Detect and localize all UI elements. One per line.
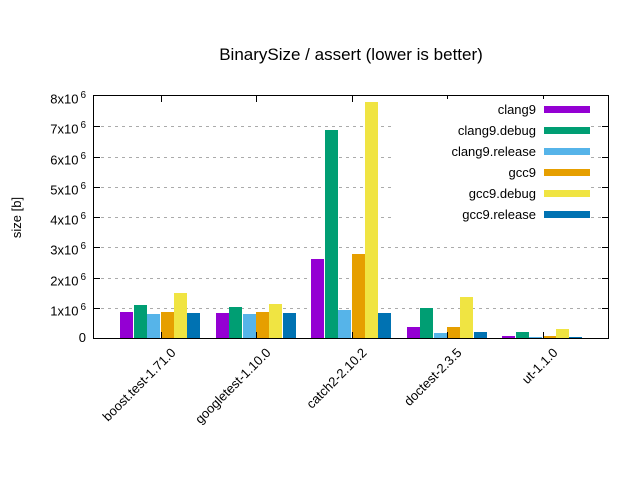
- y-tick-label: 3x10 6: [50, 241, 86, 258]
- legend-swatch-clang9.debug: [544, 127, 590, 134]
- bar-clang9.debug-doctest-2.3.5: [420, 307, 434, 338]
- bar-gcc9-doctest-2.3.5: [447, 327, 460, 338]
- legend-label: clang9.debug: [457, 123, 536, 138]
- y-tick-left: [94, 277, 100, 279]
- y-tick-label: 5x10 6: [50, 180, 86, 198]
- legend-item-clang9.release: clang9.release: [394, 141, 590, 162]
- legend-swatch-gcc9.debug: [544, 190, 590, 197]
- gridline-6: [94, 156, 608, 158]
- y-tick-right: [602, 156, 608, 158]
- bar-clang9-catch2-2.10.2: [311, 259, 325, 338]
- y-tick-label: 1x10 6: [50, 301, 86, 319]
- gridline-7: [94, 126, 608, 128]
- bar-gcc9.release-boost.test-1.71.0: [187, 313, 201, 338]
- plot-area: 0 1x10 6 2x10 6 3x10 6 4x10 6 5x10 6 6x10 6 7x10 6 8x10…: [50, 90, 609, 427]
- x-tick-bottom: [256, 332, 257, 338]
- legend-item-clang9.debug: clang9.debug: [394, 120, 590, 141]
- bar-clang9.release-boost.test-1.71.0: [147, 314, 161, 338]
- legend-label: gcc9.release: [462, 207, 536, 222]
- x-tick-label-ut-1.1.0: ut-1.1.0: [518, 345, 561, 387]
- bar-gcc9-boost.test-1.71.0: [160, 312, 174, 338]
- gridline-1: [94, 307, 608, 309]
- bar-clang9.debug-catch2-2.10.2: [324, 129, 338, 338]
- y-tick-label: 8x10 6: [50, 90, 86, 107]
- y-tick-left: [94, 247, 100, 249]
- y-tick-left: [94, 156, 100, 158]
- y-tick-right: [602, 277, 608, 279]
- gridline-4: [94, 217, 608, 218]
- legend-item-clang9: clang9: [394, 99, 590, 120]
- bar-gcc9.debug-doctest-2.3.5: [460, 297, 474, 338]
- x-tick-top: [160, 96, 162, 102]
- legend-swatch-gcc9: [544, 169, 590, 176]
- legend-label: gcc9.debug: [468, 186, 536, 201]
- y-tick-right: [602, 186, 608, 188]
- bar-gcc9-catch2-2.10.2: [351, 253, 365, 338]
- bar-gcc9.release-doctest-2.3.5: [473, 332, 487, 338]
- y-tick-left: [94, 126, 100, 128]
- bar-clang9.debug-ut-1.1.0: [515, 332, 529, 338]
- y-tick-label: 7x10 6: [50, 120, 86, 137]
- chart-title: BinarySize / assert (lower is better): [219, 45, 483, 64]
- bar-gcc9.release-googletest-1.10.0: [282, 312, 296, 338]
- x-tick-top: [256, 96, 257, 102]
- bar-gcc9.release-catch2-2.10.2: [378, 312, 392, 338]
- legend-label: gcc9: [508, 165, 536, 180]
- y-tick-label: 2x10 6: [50, 271, 86, 288]
- y-tick-right: [602, 126, 608, 128]
- x-tick-bottom: [351, 332, 353, 338]
- bar-gcc9.release-ut-1.1.0: [569, 336, 583, 338]
- y-tick-left: [94, 186, 100, 188]
- gridline-2: [94, 277, 608, 279]
- y-tick-left: [94, 217, 100, 218]
- legend-swatch-clang9: [544, 106, 590, 113]
- bar-clang9-ut-1.1.0: [502, 335, 516, 338]
- bar-clang9-boost.test-1.71.0: [120, 312, 134, 338]
- y-tick-label: 4x10 6: [50, 211, 86, 228]
- bar-clang9-doctest-2.3.5: [406, 327, 420, 338]
- bar-gcc9.debug-boost.test-1.71.0: [173, 293, 187, 338]
- bar-clang9.release-googletest-1.10.0: [242, 314, 256, 338]
- bar-clang9.release-ut-1.1.0: [529, 336, 543, 338]
- bar-gcc9-ut-1.1.0: [542, 335, 556, 338]
- bar-clang9.release-catch2-2.10.2: [338, 309, 352, 338]
- legend-item-gcc9: gcc9: [394, 162, 590, 183]
- bar-clang9.debug-googletest-1.10.0: [229, 307, 243, 338]
- legend-label: clang9.release: [451, 144, 536, 159]
- bar-clang9-googletest-1.10.0: [215, 313, 229, 338]
- bar-gcc9.debug-ut-1.1.0: [555, 328, 569, 338]
- y-tick-right: [602, 247, 608, 249]
- legend: clang9 clang9.debug clang9.release gcc9 gcc9…: [394, 99, 590, 225]
- legend-swatch-gcc9.release: [544, 211, 590, 218]
- y-tick-right: [602, 217, 608, 218]
- y-tick-label: 0: [78, 330, 86, 345]
- y-tick-label: 6x10 6: [50, 150, 86, 167]
- x-tick-bottom: [542, 332, 544, 338]
- bar-gcc9.debug-googletest-1.10.0: [269, 303, 283, 338]
- y-tick-right: [602, 307, 608, 309]
- x-tick-bottom: [447, 332, 448, 338]
- legend-label: clang9: [497, 102, 536, 117]
- gridline-3: [94, 247, 608, 249]
- legend-item-gcc9.debug: gcc9.debug: [394, 183, 590, 204]
- bar-gcc9-googletest-1.10.0: [256, 312, 269, 338]
- gridline-5: [94, 186, 608, 188]
- x-tick-top: [351, 96, 353, 102]
- x-tick-bottom: [160, 332, 162, 338]
- legend-swatch-clang9.release: [544, 148, 590, 155]
- y-tick-left: [94, 307, 100, 309]
- legend-item-gcc9.release: gcc9.release: [394, 204, 590, 225]
- bar-gcc9.debug-catch2-2.10.2: [364, 102, 378, 338]
- bar-clang9.debug-boost.test-1.71.0: [133, 305, 147, 338]
- bar-clang9.release-doctest-2.3.5: [433, 332, 447, 338]
